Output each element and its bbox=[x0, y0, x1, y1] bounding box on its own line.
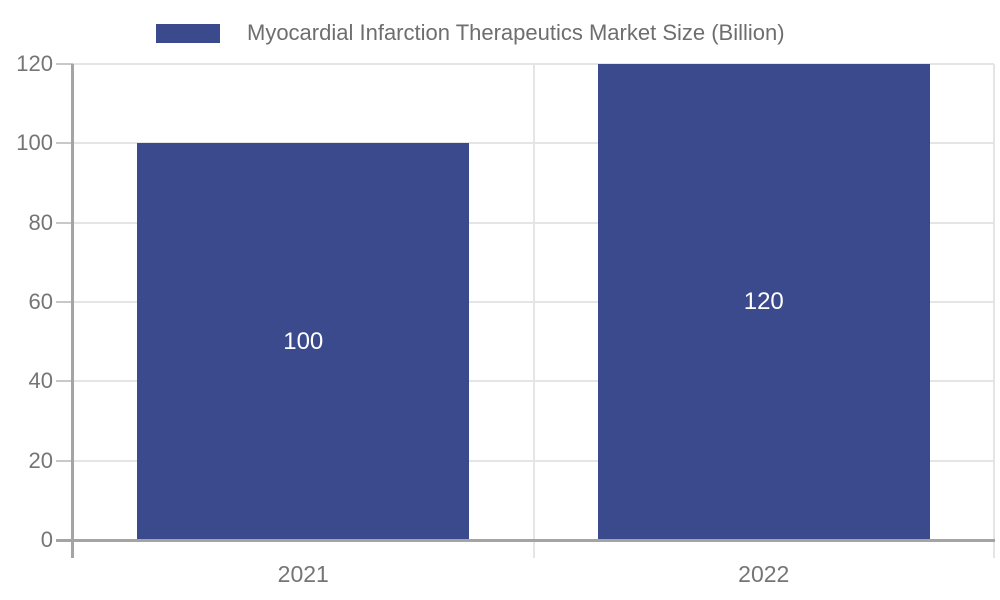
y-axis-tick-120 bbox=[56, 63, 73, 65]
x-tick-label-2022: 2022 bbox=[738, 561, 790, 587]
gridline-x-boundary-1 bbox=[532, 64, 535, 558]
y-tick-label-120: 120 bbox=[16, 51, 53, 76]
y-axis-tick-100 bbox=[56, 142, 73, 145]
legend-swatch[interactable] bbox=[156, 23, 220, 43]
bar-value-label-2022: 120 bbox=[743, 288, 784, 315]
y-axis-tick-20 bbox=[56, 459, 73, 462]
bottom-spine bbox=[56, 539, 995, 542]
y-tick-label-80: 80 bbox=[28, 209, 53, 235]
bar-2021 bbox=[137, 143, 470, 540]
legend: Myocardial Infarction Therapeutics Marke… bbox=[156, 19, 785, 47]
bar-2022 bbox=[597, 64, 930, 540]
legend-label[interactable]: Myocardial Infarction Therapeutics Marke… bbox=[247, 20, 785, 45]
y-axis-tick-80 bbox=[56, 221, 73, 224]
right-spine bbox=[993, 64, 995, 558]
y-tick-label-100: 100 bbox=[16, 130, 53, 156]
left-spine bbox=[71, 64, 74, 558]
y-tick-label-40: 40 bbox=[28, 368, 53, 394]
y-axis-tick-40 bbox=[56, 380, 73, 383]
y-tick-label-20: 20 bbox=[28, 447, 53, 473]
y-tick-label-60: 60 bbox=[28, 289, 53, 314]
y-tick-label-0: 0 bbox=[40, 527, 53, 552]
bar-value-label-2021: 100 bbox=[283, 327, 324, 355]
y-axis-tick-60 bbox=[56, 301, 73, 303]
x-tick-label-2021: 2021 bbox=[277, 561, 329, 587]
